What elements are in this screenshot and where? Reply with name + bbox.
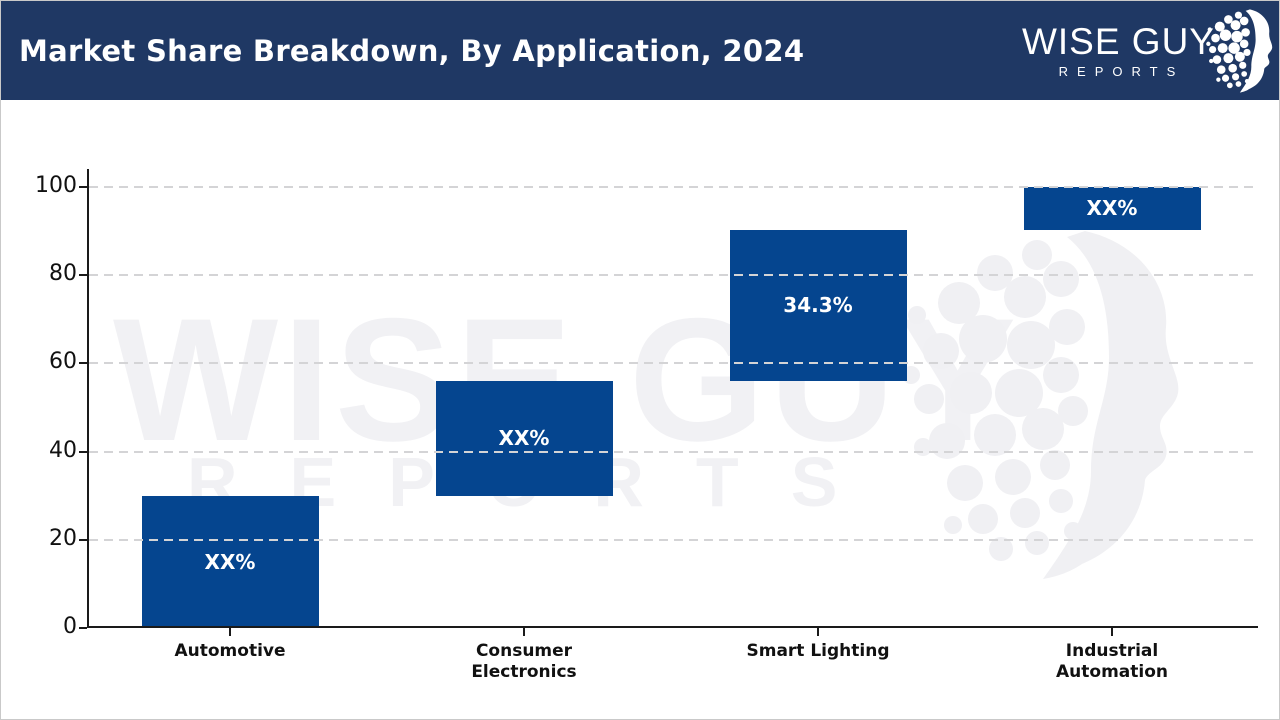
logo-line2: REPORTS: [1058, 64, 1185, 79]
x-category-label-automotive: Automotive: [174, 641, 286, 661]
y-tick-label: 80: [49, 261, 77, 287]
y-tick-mark: [79, 274, 87, 277]
y-tick-label: 60: [49, 349, 77, 375]
y-axis-line: [87, 169, 89, 628]
bar-value-label: XX%: [1086, 196, 1138, 221]
chart-title: Market Share Breakdown, By Application, …: [19, 33, 805, 68]
y-tick-label: 0: [63, 614, 77, 639]
bar-value-label: XX%: [204, 549, 256, 574]
y-tick-mark: [79, 450, 87, 453]
y-tick-mark: [79, 186, 87, 188]
gridline-60: [89, 362, 1257, 365]
logo-wordmark: WISE GUY REPORTS: [1022, 23, 1215, 79]
x-tick-mark: [1111, 628, 1113, 636]
gridline-100: [89, 186, 1257, 188]
bar-value-label: 34.3%: [783, 293, 853, 318]
bar-smart-lighting: 34.3%: [729, 229, 907, 382]
header: Market Share Breakdown, By Application, …: [1, 1, 1279, 100]
x-tick-mark: [523, 628, 525, 636]
bar-value-label: XX%: [498, 426, 550, 451]
gridline-20: [89, 538, 1257, 541]
wise-guy-logo: WISE GUY REPORTS: [1022, 5, 1273, 97]
y-tick-mark: [79, 627, 87, 629]
gridline-80: [89, 274, 1257, 277]
bar-industrial-automation: XX%: [1023, 187, 1201, 230]
y-tick-mark: [79, 362, 87, 365]
y-tick-mark: [79, 538, 87, 541]
y-tick-label: 20: [49, 525, 77, 551]
bar-consumer-electronics: XX%: [435, 381, 613, 496]
y-tick-label: 100: [35, 173, 77, 198]
x-axis-line: [87, 626, 1258, 628]
x-category-label-smart-lighting: Smart Lighting: [746, 641, 890, 661]
x-category-label-industrial-automation: Industrial Automation: [1056, 641, 1168, 682]
x-category-label-consumer-electronics: Consumer Electronics: [471, 641, 577, 682]
y-tick-label: 40: [49, 437, 77, 463]
x-tick-mark: [817, 628, 819, 636]
gridline-40: [89, 450, 1257, 453]
x-tick-mark: [229, 628, 231, 636]
bar-automotive: XX%: [141, 495, 319, 628]
logo-line1: WISE GUY: [1021, 21, 1215, 62]
